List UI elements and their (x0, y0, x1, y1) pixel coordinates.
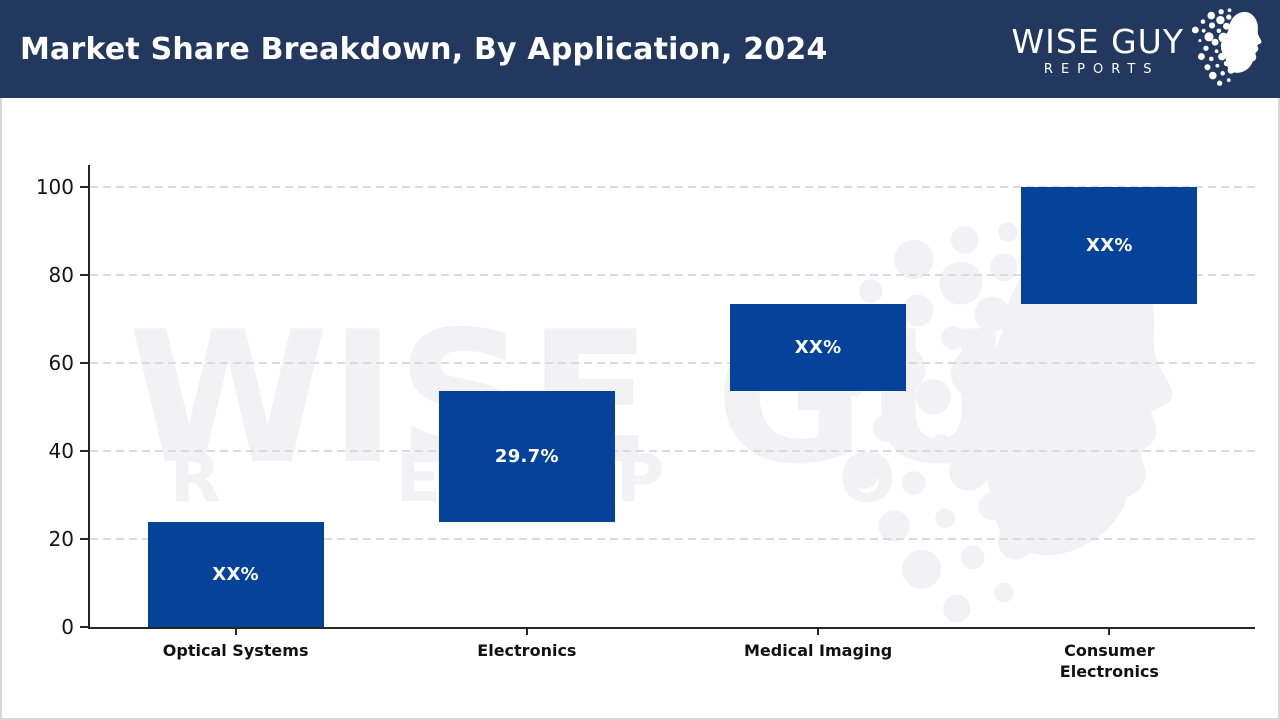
x-axis-line (88, 627, 1255, 629)
header-bar: Market Share Breakdown, By Application, … (0, 0, 1280, 98)
x-tick-2 (817, 629, 820, 635)
logo-subtext: REPORTS (1043, 61, 1160, 77)
bar-2: XX% (730, 304, 907, 392)
y-tick-label-80: 80 (48, 263, 74, 287)
y-axis-line (88, 165, 90, 627)
bar-value-label: XX% (794, 337, 842, 359)
y-tick-60 (80, 362, 88, 364)
gridline-20 (90, 538, 1255, 540)
chart-area: WISE GUY R E P O R T S 020406080100XX%Op… (0, 98, 1280, 720)
bar-value-label: XX% (212, 563, 259, 585)
y-tick-label-100: 100 (35, 175, 74, 199)
gridline-40 (90, 450, 1255, 452)
x-tick-3 (1108, 629, 1111, 635)
gridline-60 (90, 362, 1255, 364)
y-tick-label-60: 60 (48, 351, 74, 375)
bar-3: XX% (1021, 187, 1198, 305)
y-tick-label-20: 20 (48, 527, 74, 551)
x-tick-label-0: Optical Systems (162, 641, 309, 660)
y-tick-20 (80, 538, 88, 540)
bar-1: 29.7% (438, 391, 615, 522)
y-tick-0 (80, 626, 88, 628)
y-tick-40 (80, 450, 88, 452)
x-tick-1 (525, 629, 528, 635)
x-tick-0 (234, 629, 237, 635)
x-tick-label-1: Electronics (477, 641, 577, 660)
y-tick-100 (80, 186, 88, 188)
bar-chart: 0 20 40 60 80 100 XX% Optical Systems 29.7% Elect… (2, 98, 1278, 718)
page-title: Market Share Breakdown, By Application, … (20, 31, 828, 67)
bar-value-label: XX% (1086, 235, 1133, 257)
y-tick-80 (80, 274, 88, 276)
wiseguy-face-watermark (813, 222, 1173, 623)
bar-0: XX% (147, 521, 324, 627)
gridline-100 (90, 186, 1255, 188)
wiseguy-logo: WISE GUY REPORTS (1011, 7, 1266, 91)
bar-value-label: 29.7% (494, 445, 559, 467)
x-tick-label-3: Consumer Electronics (1059, 641, 1159, 681)
wiseguy-face-icon (1191, 8, 1262, 86)
x-tick-label-2: Medical Imaging (744, 641, 893, 660)
y-tick-label-0: 0 (61, 615, 74, 639)
y-tick-label-40: 40 (48, 439, 74, 463)
logo-wordmark: WISE GUY (1011, 21, 1184, 61)
gridline-80 (90, 274, 1255, 276)
